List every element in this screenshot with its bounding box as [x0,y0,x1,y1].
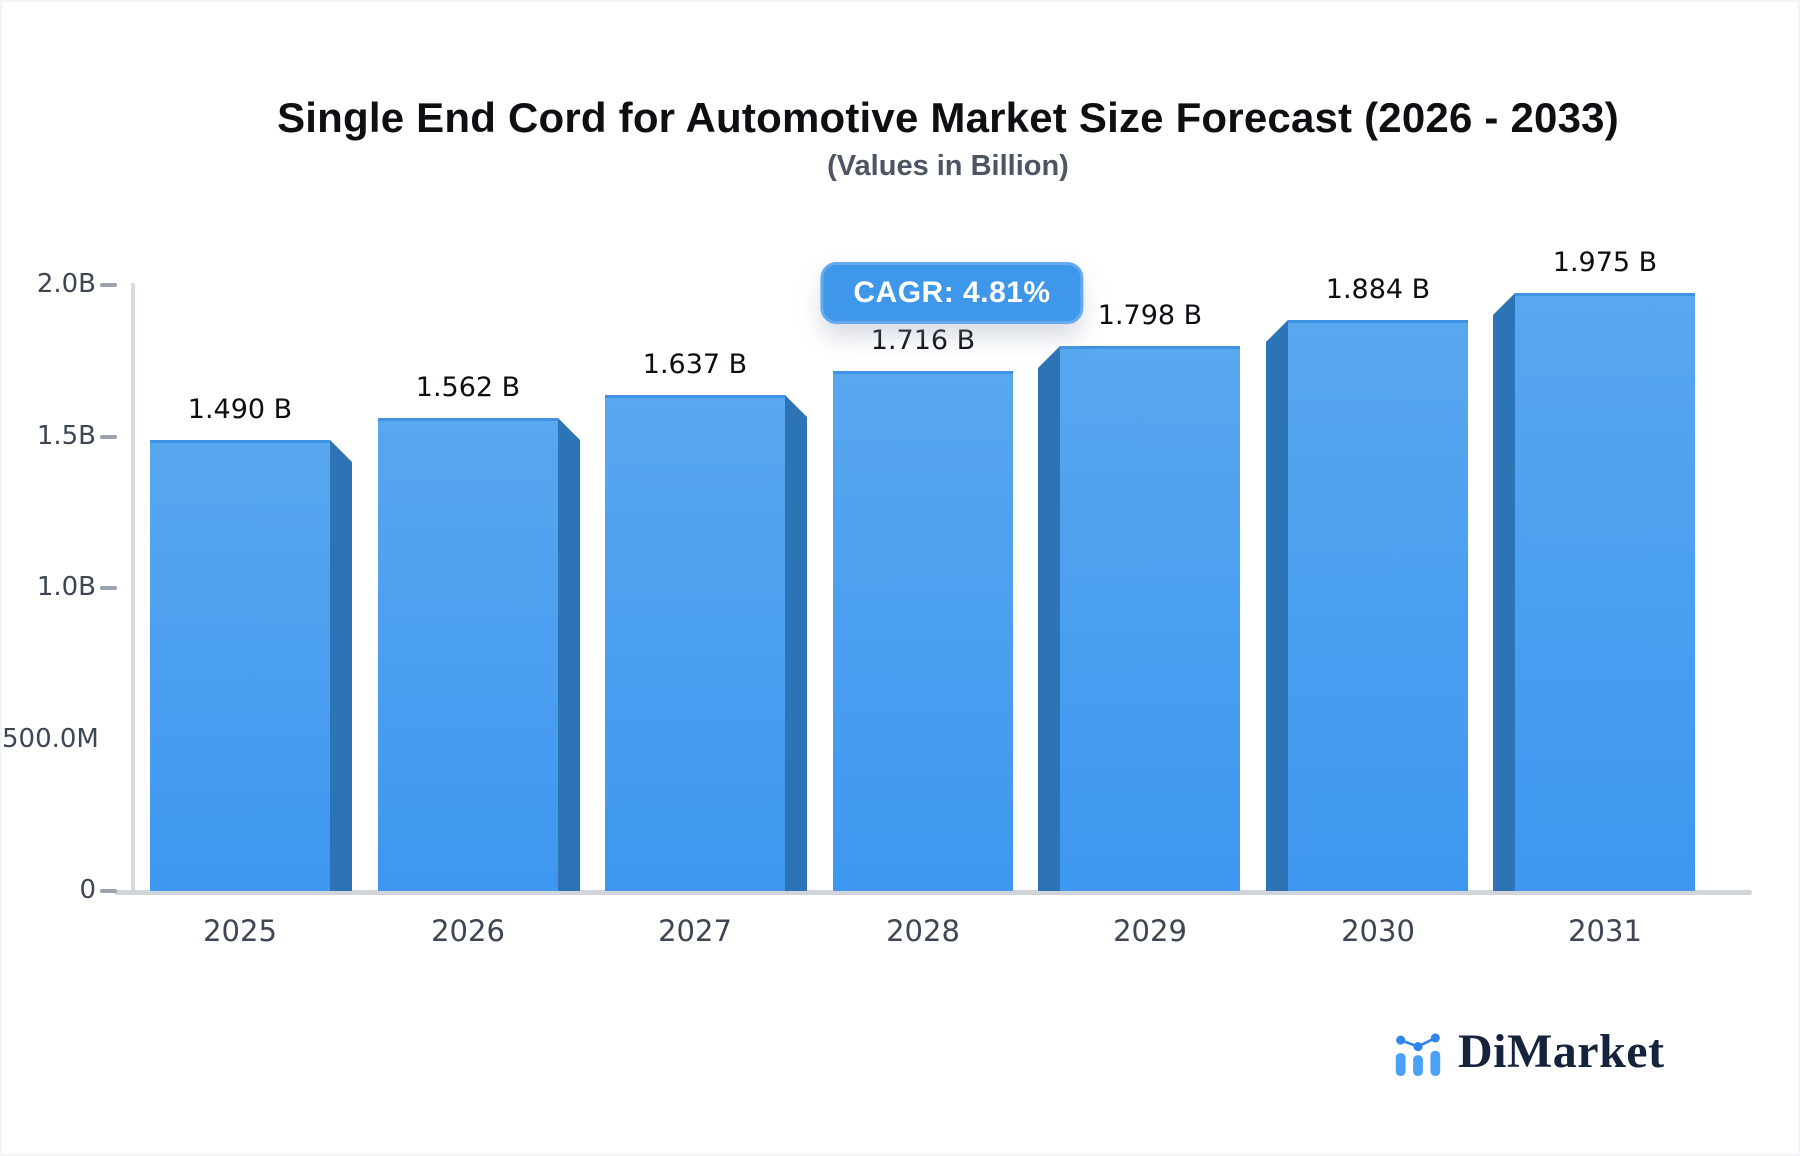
y-axis-label: 1.0B [36,572,96,602]
y-axis-tick [100,434,117,439]
bar-group-2029 [1038,346,1240,891]
bar-value-label: 1.562 B [415,372,521,403]
cagr-badge: CAGR: 4.81% [820,262,1084,324]
x-axis-label: 2028 [886,914,960,948]
bar-value-label: 1.975 B [1552,247,1658,278]
bar-group-2025 [150,440,352,891]
bar-group-2028 [833,371,1013,891]
bar-3d-side [558,418,580,891]
bar-value-label: 1.637 B [642,349,748,380]
y-axis-line [131,283,135,895]
bar [605,395,785,891]
bar-value-label: 1.884 B [1325,274,1431,305]
bar [1515,293,1695,891]
bar-group-2026 [378,418,580,891]
bar-group-2030 [1266,320,1468,891]
bar-value-label: 1.798 B [1097,300,1203,331]
bar-3d-side [785,395,807,891]
x-axis-label: 2029 [1113,914,1187,948]
bar [1060,346,1240,891]
y-axis-label: 0 [79,875,96,905]
x-axis-baseline [114,890,1752,895]
chart-title: Single End Cord for Automotive Market Si… [277,94,1619,141]
y-axis-label: 500.0M [2,723,99,754]
x-axis-label: 2027 [658,914,732,948]
bar-value-label: 1.716 B [870,325,976,356]
x-axis-label: 2031 [1568,914,1642,948]
bar-3d-side [1266,320,1288,891]
bar [833,371,1013,891]
x-axis-label: 2025 [203,914,277,948]
y-axis-label: 1.5B [36,420,96,451]
bar-group-2031 [1493,293,1695,891]
brand-logo: DiMarket [1392,1024,1665,1079]
bar [1288,320,1468,891]
x-axis-label: 2026 [431,914,505,948]
bar [378,418,558,891]
bar-value-label: 1.490 B [187,394,293,425]
bar-group-2027 [605,395,807,891]
y-axis-tick [100,586,117,590]
x-axis-label: 2030 [1341,914,1415,948]
bar [150,440,330,891]
bar-3d-side [1493,293,1515,891]
chart-subtitle: (Values in Billion) [827,150,1069,182]
bar-3d-side [330,440,352,891]
y-axis-tick [100,889,117,893]
bar-3d-side [1038,346,1060,891]
brand-name: DiMarket [1458,1025,1665,1078]
mini-bar-chart-logo-icon [1395,1032,1441,1076]
y-axis-label: 2.0B [36,269,96,299]
y-axis-tick [100,283,117,287]
